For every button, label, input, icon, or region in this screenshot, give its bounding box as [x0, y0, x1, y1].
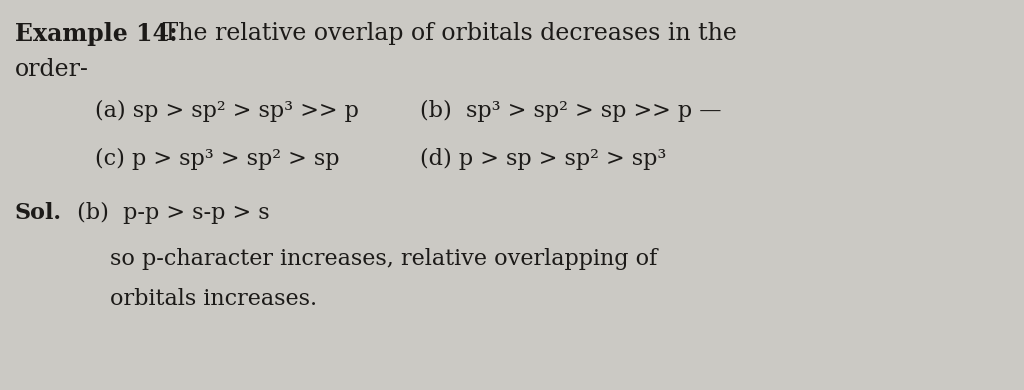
Text: Example 14:: Example 14: [15, 22, 177, 46]
Text: (b)  p-p > s-p > s: (b) p-p > s-p > s [70, 202, 269, 224]
Text: (b)  sp³ > sp² > sp >> p —: (b) sp³ > sp² > sp >> p — [420, 100, 722, 122]
Text: (c) p > sp³ > sp² > sp: (c) p > sp³ > sp² > sp [95, 148, 340, 170]
Text: orbitals increases.: orbitals increases. [110, 288, 317, 310]
Text: The relative overlap of orbitals decreases in the: The relative overlap of orbitals decreas… [155, 22, 737, 45]
Text: Sol.: Sol. [15, 202, 62, 224]
Text: so p-character increases, relative overlapping of: so p-character increases, relative overl… [110, 248, 657, 270]
Text: (a) sp > sp² > sp³ >> p: (a) sp > sp² > sp³ >> p [95, 100, 358, 122]
Text: order-: order- [15, 58, 89, 81]
Text: (d) p > sp > sp² > sp³: (d) p > sp > sp² > sp³ [420, 148, 667, 170]
